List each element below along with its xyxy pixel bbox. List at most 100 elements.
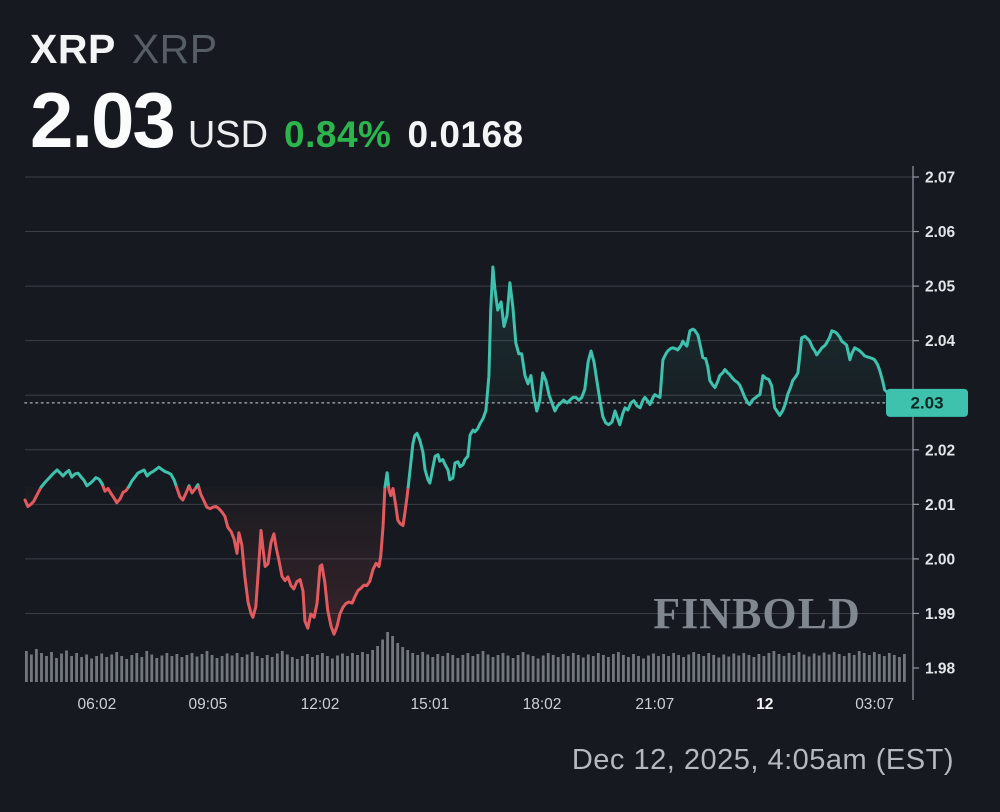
volume-bar [40,653,43,682]
volume-bar [326,656,329,682]
volume-bar [847,653,851,682]
volume-bar [506,655,510,682]
volume-bar [230,655,234,682]
volume-bar [807,656,811,682]
volume-bar [511,658,515,682]
volume-bar [105,657,109,682]
volume-bar [205,651,209,682]
volume-bar [115,652,119,682]
volume-bar [441,656,445,682]
volume-bar [110,654,114,682]
volume-bar [461,655,465,682]
volume-bar [456,658,460,682]
volume-bar [787,653,791,682]
volume-bar [797,652,801,682]
volume-bar [436,654,440,682]
volume-bar [270,657,274,682]
volume-bar [662,654,665,682]
volume-bar [155,658,159,682]
volume-bar [65,650,68,682]
y-tick-label-2.04: 2.04 [925,333,956,350]
volume-bar [596,653,600,682]
volume-bar [903,654,906,682]
volume-bar [892,655,896,682]
volume-bar [416,655,420,682]
volume-bar [421,652,425,682]
volume-bar [832,652,836,682]
volume-bar [667,656,670,682]
price-currency: USD [187,114,269,156]
y-tick-label-1.99: 1.99 [925,606,956,623]
volume-bar [466,653,470,682]
volume-bar [742,653,746,682]
volume-bar [316,655,319,682]
volume-bar [100,653,104,682]
area-fill-down [176,486,189,500]
volume-bar [145,651,149,682]
volume-bar [822,652,826,682]
asset-ticker: XRP [131,26,218,72]
volume-bar [235,653,239,682]
volume-bar [747,655,751,682]
volume-bar [647,655,650,682]
volume-bar [762,656,766,682]
volume-bar [566,656,570,682]
volume-bar [200,654,204,682]
volume-bar [280,651,284,682]
volume-bar [486,654,490,682]
chart-timestamp: Dec 12, 2025, 4:05am (EST) [571,744,954,776]
volume-bar [80,657,83,682]
volume-bar [737,655,741,682]
volume-bar [396,643,400,682]
volume-bar [356,655,359,682]
volume-bar [30,654,33,682]
volume-bar [591,656,595,682]
volume-bar [481,651,485,682]
volume-bar [637,656,640,682]
volume-bar [426,654,430,682]
volume-bar [381,639,384,682]
y-tick-label-2.06: 2.06 [925,224,956,241]
volume-bar [687,654,691,682]
volume-bar [70,656,73,682]
volume-bar [627,657,630,682]
volume-bar [722,654,726,682]
volume-bar [702,656,706,682]
volume-bar [311,657,314,682]
price-line-down [197,485,387,636]
volume-bar [546,653,550,682]
volume-bar [85,654,88,682]
y-tick-label-2.02: 2.02 [925,442,955,459]
volume-bar [406,650,410,682]
current-price-badge [886,388,968,417]
volume-bar [90,658,93,682]
volume-bar [45,656,48,682]
volume-bar [376,646,379,682]
volume-bar [210,655,214,682]
volume-bar [190,653,194,682]
current-price-badge-label: 2.03 [910,393,943,412]
volume-bar [120,656,124,682]
volume-bar [707,653,711,682]
area-fill-up [785,330,910,403]
volume-bar [250,652,254,682]
volume-bar [175,654,179,682]
volume-bar [336,655,339,682]
volume-bar [50,652,53,682]
price-line-up [383,471,391,489]
area-fill-up [750,375,774,403]
volume-bar [782,656,786,682]
volume-bar [185,655,189,682]
asset-name: XRP [30,26,116,72]
volume-bar [697,654,701,682]
volume-bar [306,654,309,682]
volume-bar [411,653,415,682]
volume-bar [642,658,645,682]
volume-bar [476,654,480,682]
volume-bar [140,657,144,682]
volume-bar [602,655,605,682]
volume-bar [882,656,886,682]
volume-bar [561,654,565,682]
volume-bar [25,651,28,682]
